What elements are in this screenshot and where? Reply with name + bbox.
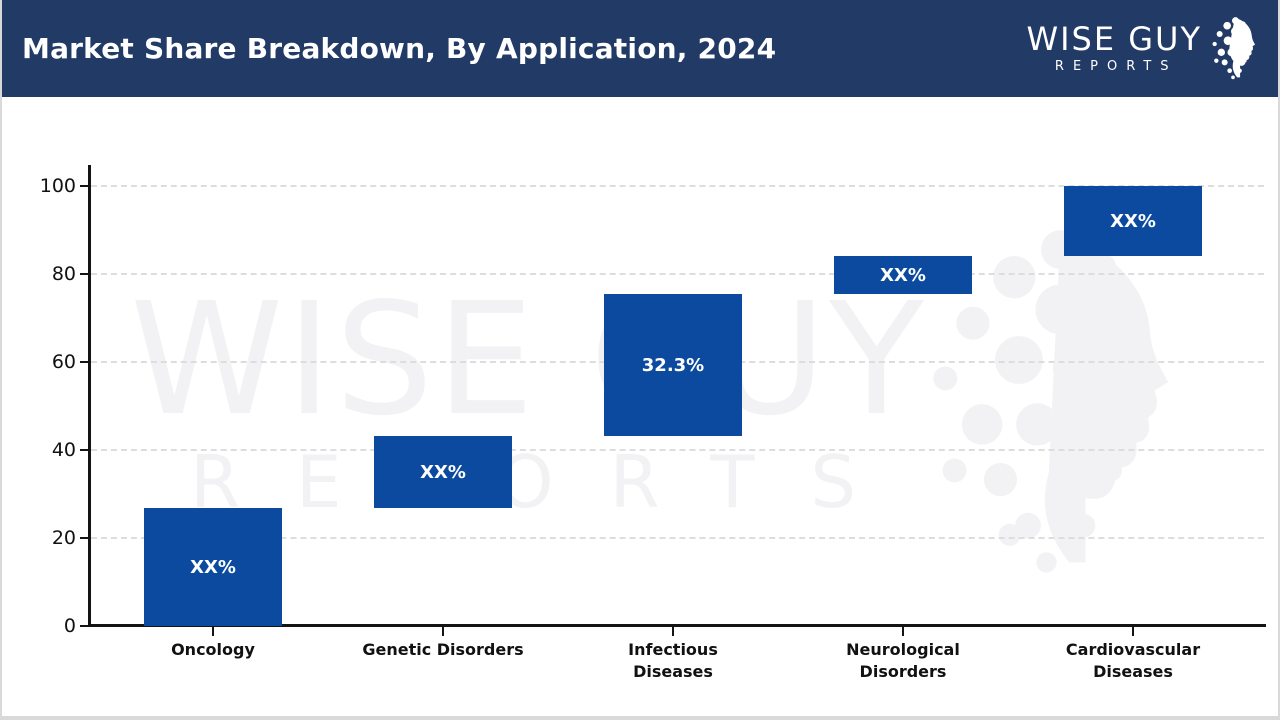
gridline-80	[91, 273, 1264, 275]
y-axis-tick	[80, 625, 88, 627]
bar-value-label: XX%	[190, 556, 236, 578]
x-axis-tick	[1132, 627, 1134, 636]
y-axis-tick-label: 80	[51, 263, 76, 285]
y-axis-line	[88, 165, 91, 627]
x-axis-tick	[442, 627, 444, 636]
wiseguy-logo-brand: WISE GUY	[1026, 20, 1202, 59]
y-axis-tick-label: 60	[51, 351, 76, 373]
x-axis-tick-label: Neurological Disorders	[846, 640, 960, 681]
x-axis-tick	[212, 627, 214, 636]
gridline-100	[91, 185, 1264, 187]
watermark-head-icon	[933, 230, 1169, 573]
x-axis-line	[88, 624, 1266, 627]
bar-genetic-disorders: XX%	[374, 436, 512, 509]
wiseguy-logo: WISE GUY REPORTS	[1026, 10, 1258, 88]
bar-value-label: XX%	[420, 461, 466, 483]
bar-value-label: XX%	[1110, 210, 1156, 232]
x-axis-tick	[672, 627, 674, 636]
header-bar: Market Share Breakdown, By Application, …	[2, 0, 1278, 97]
wiseguy-logo-subtitle: REPORTS	[1054, 58, 1178, 74]
bar-value-label: 32.3%	[641, 354, 705, 376]
y-axis-tick	[80, 361, 88, 363]
bar-value-label: XX%	[880, 264, 926, 286]
x-axis-tick-label: Cardiovascular Diseases	[1065, 640, 1201, 681]
y-axis-tick-label: 20	[51, 527, 76, 549]
x-axis-tick-label: Oncology	[171, 640, 255, 659]
bar-infectious-diseases: 32.3%	[604, 294, 742, 437]
gridline-40	[91, 449, 1264, 451]
y-axis-tick	[80, 537, 88, 539]
y-axis-tick	[80, 185, 88, 187]
wiseguy-logo-text: WISE GUY REPORTS	[1026, 23, 1202, 74]
chart-title: Market Share Breakdown, By Application, …	[22, 32, 777, 65]
y-axis-tick-label: 40	[51, 439, 76, 461]
watermark-brand-text: WISE GUY	[130, 269, 927, 450]
y-axis-tick-label: 0	[63, 615, 76, 637]
gridline-20	[91, 537, 1264, 539]
y-axis-tick-label: 100	[39, 175, 76, 197]
bar-oncology: XX%	[144, 508, 282, 626]
bar-cardiovascular-diseases: XX%	[1064, 186, 1202, 257]
bottom-border	[2, 716, 1278, 720]
wiseguy-head-icon	[1212, 16, 1256, 79]
y-axis-tick	[80, 273, 88, 275]
x-axis-tick	[902, 627, 904, 636]
x-axis-tick-label: Infectious Diseases	[628, 640, 718, 681]
x-axis-tick-label: Genetic Disorders	[362, 640, 524, 659]
watermark-reports-text: REPORTS	[190, 440, 913, 524]
bar-neurological-disorders: XX%	[834, 256, 972, 295]
y-axis-tick	[80, 449, 88, 451]
